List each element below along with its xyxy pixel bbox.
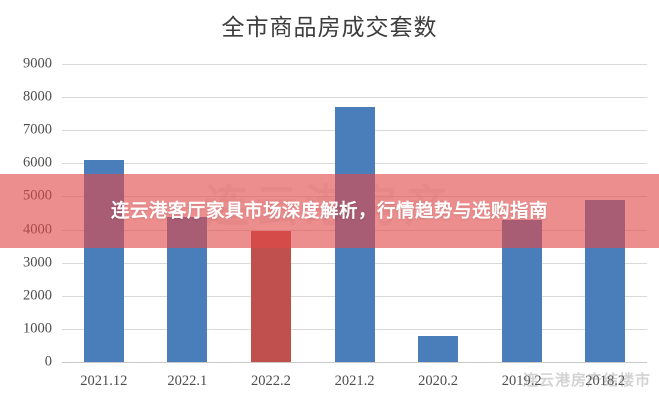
gridline	[62, 362, 647, 363]
bar-2022.1	[167, 216, 208, 362]
x-axis-tick-label: 2019.2	[501, 373, 542, 389]
x-axis-tick-label: 2020.2	[418, 373, 458, 389]
y-axis-tick-label: 5000	[23, 187, 52, 204]
x-axis-tick-label: 2022.2	[250, 373, 291, 389]
y-axis-tick-label: 3000	[23, 254, 52, 271]
y-axis-tick-label: 7000	[23, 121, 52, 138]
chart-title: 全市商品房成交套数	[221, 15, 438, 40]
bar-2021.2	[334, 107, 375, 362]
y-axis-tick-label: 1000	[23, 320, 52, 337]
bar-2021.12	[83, 160, 124, 362]
x-axis-tick-label: 2021.12	[80, 373, 128, 389]
gridline	[62, 97, 647, 99]
bar-2022.2	[250, 231, 291, 362]
bar-2020.2	[418, 336, 459, 362]
y-axis-tick-label: 2000	[23, 287, 52, 304]
x-axis-tick-label: 2022.1	[167, 373, 208, 389]
y-axis-tick-label: 8000	[23, 88, 52, 105]
x-axis-labels: 2021.12 2022.1 2022.2 2021.2 2020.2 2019.2 201…	[62, 366, 647, 396]
x-axis-tick-label: 2018.2	[585, 373, 626, 389]
y-axis-tick-label: 0	[44, 353, 52, 370]
bar-2018.2	[585, 199, 626, 362]
bar-2019.2	[501, 219, 542, 362]
y-axis-tick-label: 4000	[23, 221, 52, 238]
y-axis-labels: 9000 8000 7000 6000 5000 4000 3000 2000 1000 0	[0, 56, 52, 370]
gridline	[62, 64, 647, 65]
y-axis-tick-label: 9000	[23, 55, 52, 72]
x-axis-tick-label: 2021.2	[334, 373, 375, 389]
plot-area	[62, 64, 647, 363]
y-axis-tick-label: 6000	[23, 154, 52, 171]
